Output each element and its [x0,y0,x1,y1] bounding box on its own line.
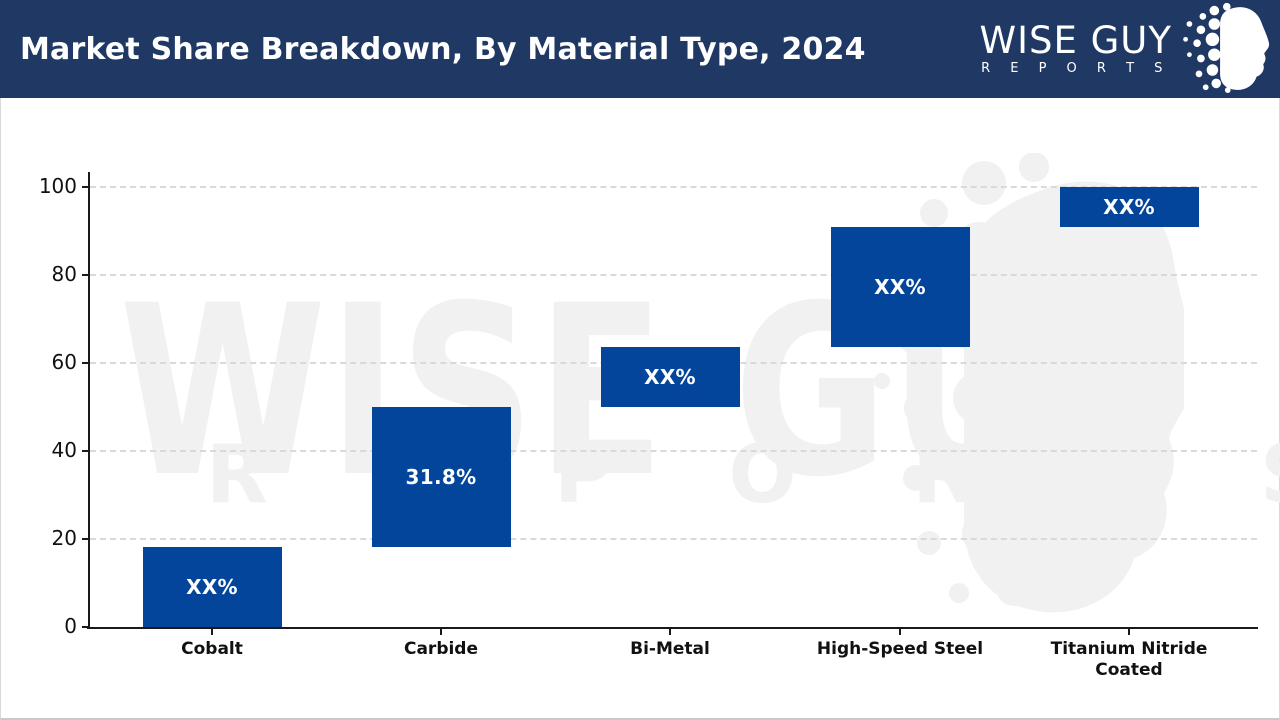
y-tick-label: 40 [51,438,77,462]
x-axis [87,627,1258,629]
y-tick-label: 100 [38,174,77,198]
y-tick-label: 20 [51,526,77,550]
bar-segment: 31.8% [371,407,511,547]
y-tick-label: 60 [51,350,77,374]
x-tick-label: Carbide [403,639,479,659]
x-tick-label: Bi-Metal [630,639,710,659]
x-tick [1128,629,1130,635]
y-tick [82,538,89,540]
waterfall-chart: WISE GUY R E P O R T S XX% 31.8% XX% XX% XX%… [0,98,1280,720]
gridline [90,274,1257,276]
bar-value-label: XX% [186,574,238,599]
y-tick [82,186,89,188]
bar-value-label: XX% [1103,195,1155,220]
y-tick [82,626,89,628]
x-tick-label: Cobalt [181,639,243,659]
page-title: Market Share Breakdown, By Material Type… [20,31,866,67]
gridline [90,450,1257,452]
logo-text: WISE GUY R E P O R T S [980,22,1172,76]
head-silhouette-icon [1174,1,1270,97]
logo-wordmark: WISE GUY [979,19,1172,62]
y-axis [88,172,90,629]
x-tick [211,629,213,635]
bar-value-label: XX% [644,365,696,390]
logo-reports-label: R E P O R T S [981,61,1171,76]
y-tick-label: 0 [64,614,77,638]
bar-segment: XX% [142,546,282,627]
x-tick-label: High-Speed Steel [816,639,984,659]
x-tick [899,629,901,635]
header: Market Share Breakdown, By Material Type… [0,0,1280,98]
bar-value-label: 31.8% [405,464,477,489]
bar-segment: XX% [1059,187,1199,228]
y-tick [82,362,89,364]
bar-value-label: XX% [874,275,926,300]
x-tick [669,629,671,635]
y-tick [82,274,89,276]
wise-guy-logo: WISE GUY R E P O R T S [980,1,1280,97]
x-tick-label: Titanium Nitride Coated [1050,639,1208,681]
bar-segment: XX% [830,227,970,348]
x-tick [440,629,442,635]
bar-segment: XX% [600,347,740,407]
y-tick [82,450,89,452]
y-tick-label: 80 [51,262,77,286]
gridline [90,186,1257,188]
gridline [90,538,1257,540]
